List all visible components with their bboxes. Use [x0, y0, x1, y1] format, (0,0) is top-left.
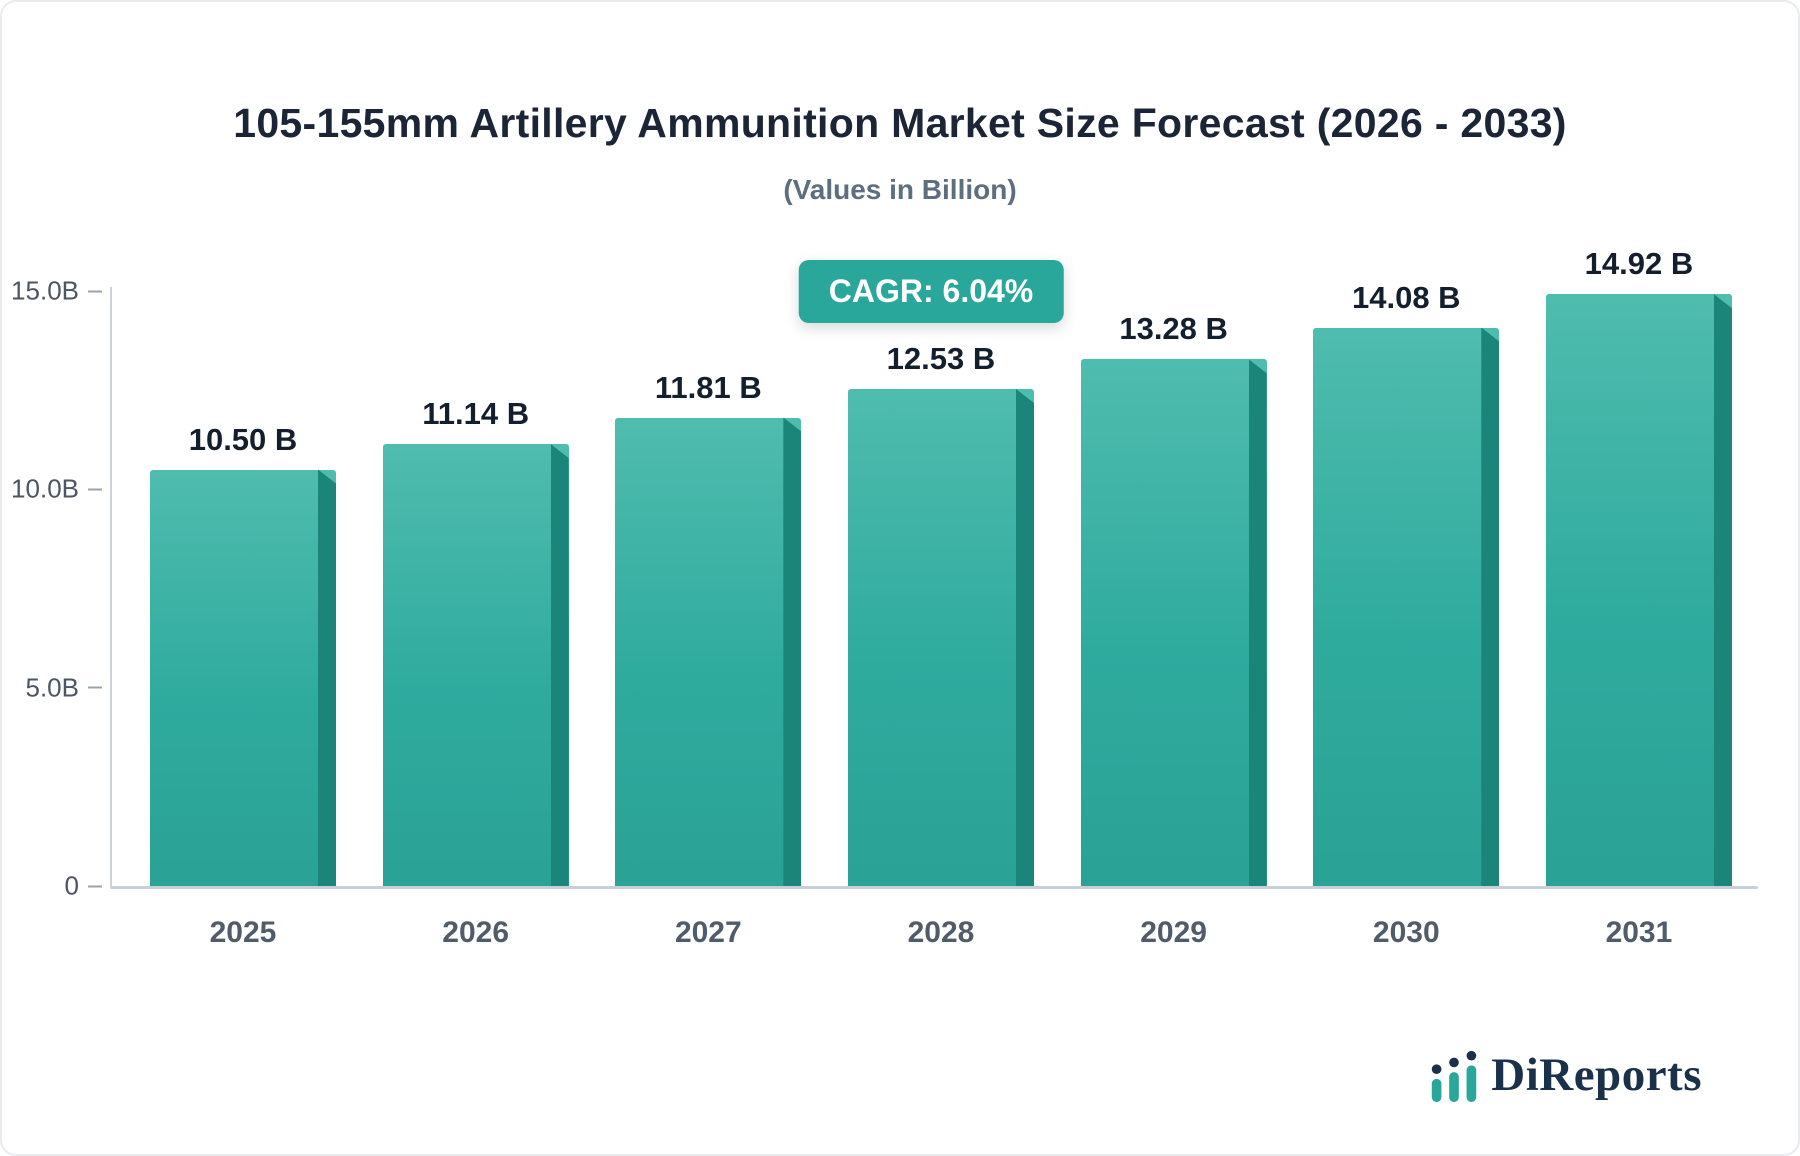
x-axis-label: 2028	[907, 916, 975, 949]
y-tick: 15.0B	[2, 275, 102, 307]
cagr-badge: CAGR: 6.04%	[798, 260, 1064, 323]
bar-value-label: 11.14 B	[422, 396, 530, 432]
bar: 14.08 B	[1313, 280, 1500, 886]
x-axis-label: 2031	[1605, 916, 1673, 949]
page-title: 105-155mm Artillery Ammunition Market Si…	[233, 100, 1567, 146]
y-axis-line	[110, 287, 112, 886]
y-axis-label: 5.0B	[25, 672, 80, 703]
bar-value-label: 12.53 B	[886, 340, 996, 376]
x-axis-label: 2027	[674, 916, 742, 949]
bar-group: 13.28 B 2029	[1080, 291, 1267, 949]
bar: 10.50 B	[150, 422, 336, 886]
x-axis-label: 2030	[1372, 916, 1440, 949]
bar-group: 10.50 B 2025	[150, 291, 336, 949]
bar-value-label: 14.08 B	[1351, 279, 1461, 315]
y-axis-label: 15.0B	[11, 275, 79, 306]
y-axis-label: 10.0B	[11, 473, 79, 504]
bar-group: 14.92 B 2031	[1545, 246, 1732, 949]
bar: 11.14 B	[382, 396, 569, 886]
chart-subtitle: (Values in Billion)	[783, 174, 1017, 205]
y-tick: 0	[2, 870, 102, 902]
x-axis-label: 2029	[1140, 916, 1207, 949]
bar: 12.53 B	[847, 341, 1034, 886]
x-axis-label: 2025	[209, 916, 277, 949]
bar-value-label: 13.28 B	[1119, 311, 1228, 347]
bar: 11.81 B	[615, 370, 802, 886]
brand-logo-text: DiReports	[1491, 1049, 1702, 1101]
x-axis-label: 2026	[442, 916, 510, 949]
bars: 10.50 B 2025 11.14 B 2026 11.81 B 2027 12.53 B…	[150, 246, 1732, 949]
y-tick-mark	[88, 290, 102, 292]
bar: 14.92 B	[1545, 246, 1732, 886]
y-tick: 10.0B	[2, 473, 102, 505]
bar-group: 12.53 B 2028	[847, 291, 1034, 949]
bar-value-label: 11.81 B	[654, 369, 762, 405]
bar-value-label: 10.50 B	[188, 421, 298, 457]
x-axis-line	[110, 886, 1758, 889]
y-axis-label: 0	[64, 870, 79, 901]
y-tick: 5.0B	[2, 672, 102, 703]
plot-area: 15.0B 10.0B 5.0B 0 10.50 B 2025 11.14 B 2026 11…	[11, 246, 1758, 949]
bar-group: 11.14 B 2026	[382, 291, 569, 949]
brand-logo: DiReports	[1425, 1046, 1702, 1104]
y-tick-mark	[88, 488, 102, 491]
bar-group: 14.08 B 2030	[1313, 280, 1500, 949]
bar-group: 11.81 B 2027	[615, 291, 802, 949]
bar-value-label: 14.92 B	[1584, 246, 1694, 282]
y-tick-mark	[88, 885, 102, 887]
bar: 13.28 B	[1080, 311, 1267, 886]
bar-chart-icon	[1432, 1050, 1477, 1103]
y-tick-mark	[88, 686, 102, 689]
